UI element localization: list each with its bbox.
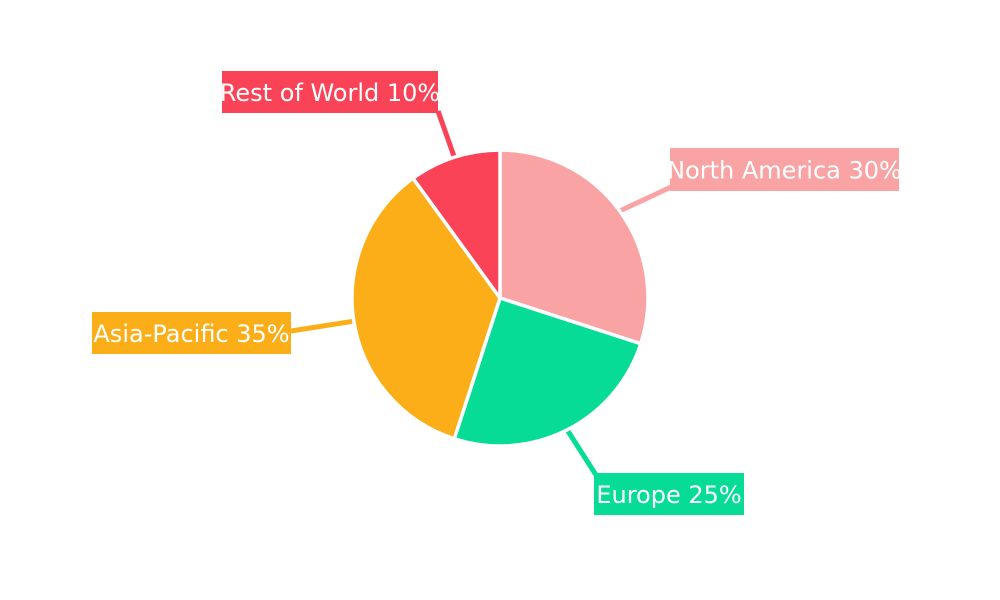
pie-label: Asia-Pacific 35% <box>92 312 291 354</box>
label-text-asia-pacific: Asia-Pacific 35% <box>93 320 289 348</box>
leader-line-asia-pacific <box>290 318 355 334</box>
pie-label: Rest of World 10% <box>220 71 440 113</box>
pie-label: North America 30% <box>667 148 902 191</box>
leader-line-north-america <box>618 184 673 214</box>
pie-slices <box>350 148 650 448</box>
label-text-europe: Europe 25% <box>596 481 741 509</box>
pie-labels: North America 30% Europe 25% Asia-Pacifi… <box>92 71 902 515</box>
pie-label: Europe 25% <box>594 473 744 515</box>
label-box-north-america <box>670 148 899 191</box>
pie-slice-rest-of-world[interactable] <box>411 148 502 300</box>
pie-slice-europe[interactable] <box>452 296 643 448</box>
pie-slice-north-america[interactable] <box>498 148 650 346</box>
label-text-north-america: North America 30% <box>667 157 902 185</box>
leader-lines <box>290 110 673 477</box>
label-text-rest-of-world: Rest of World 10% <box>220 79 440 107</box>
label-box-europe <box>594 473 744 515</box>
label-box-rest-of-world <box>222 71 438 113</box>
label-box-asia-pacific <box>92 312 291 354</box>
pie-slice-asia-pacific[interactable] <box>350 176 502 441</box>
leader-line-rest-of-world <box>435 110 457 159</box>
leader-line-europe <box>565 428 599 477</box>
